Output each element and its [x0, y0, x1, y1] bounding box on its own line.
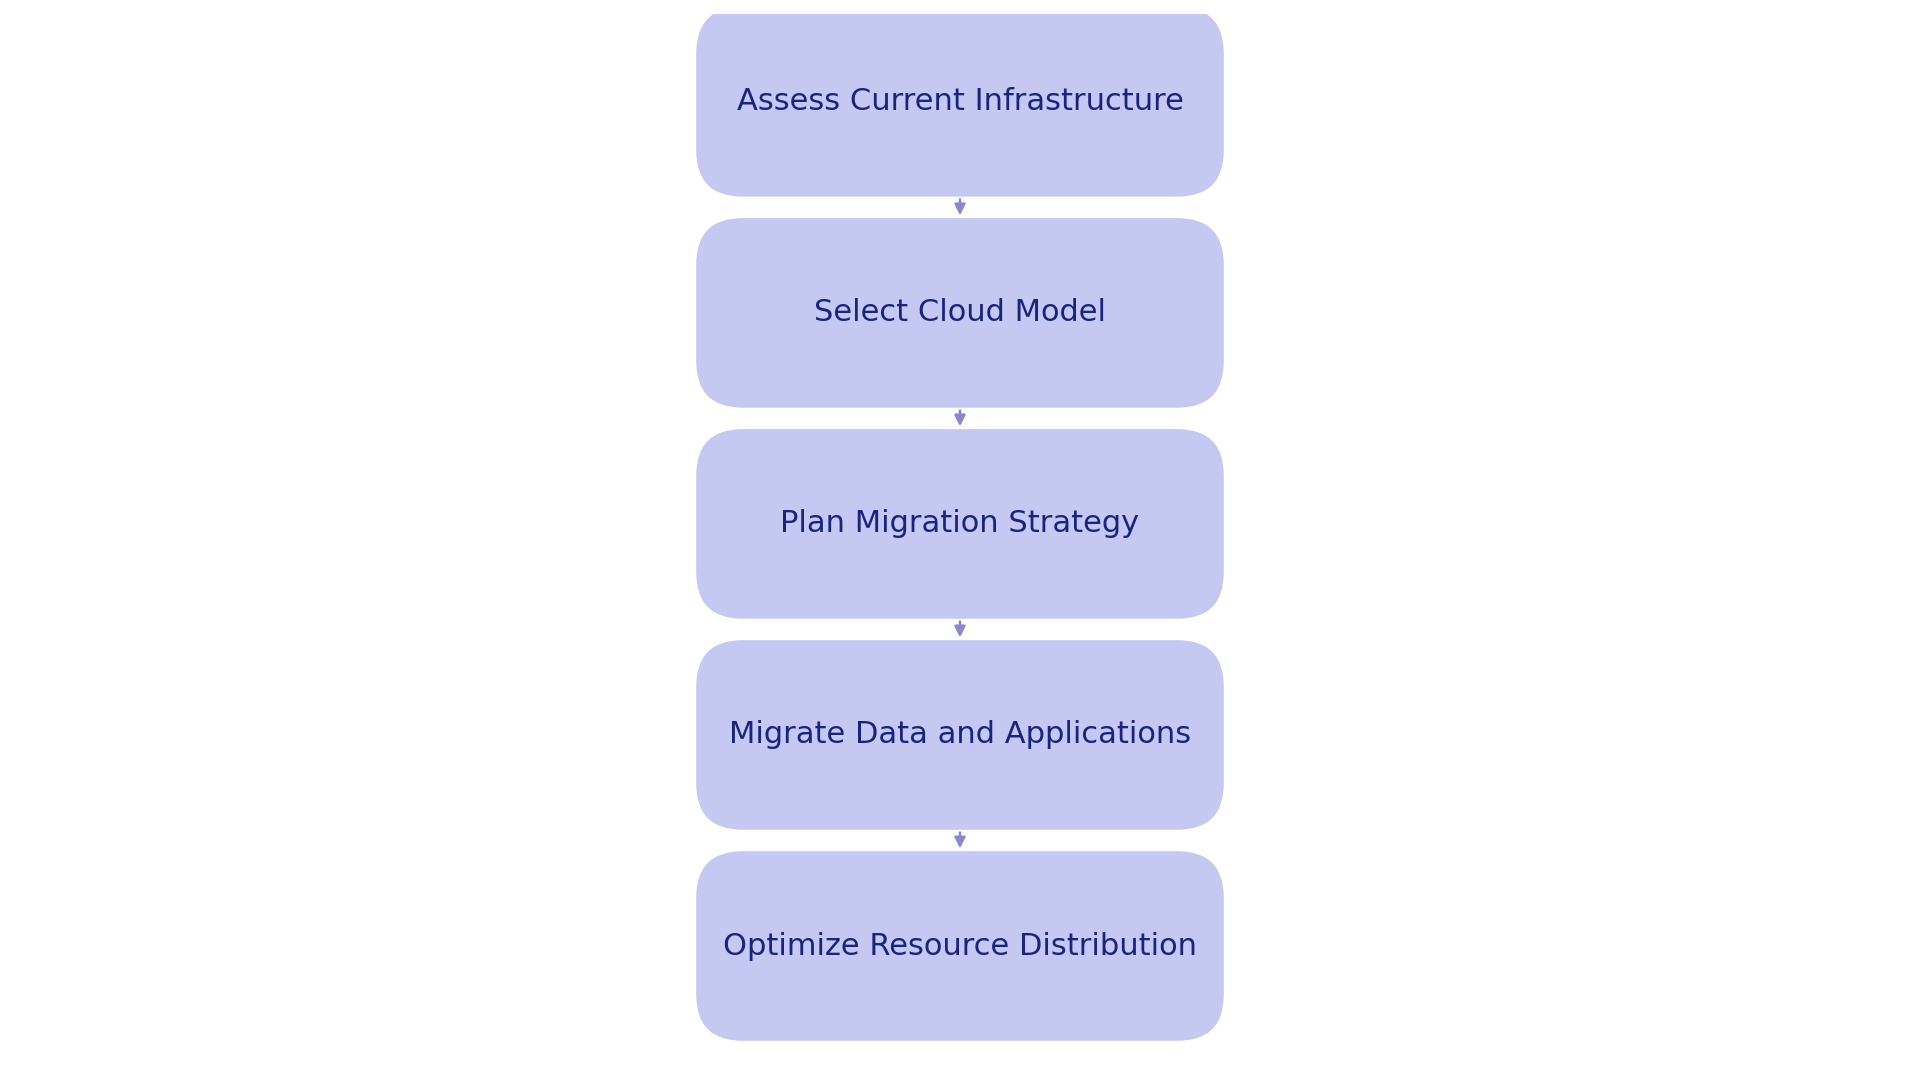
Text: Plan Migration Strategy: Plan Migration Strategy [780, 509, 1140, 538]
FancyBboxPatch shape [697, 6, 1223, 197]
Text: Migrate Data and Applications: Migrate Data and Applications [730, 720, 1190, 749]
Text: Select Cloud Model: Select Cloud Model [814, 299, 1106, 327]
FancyBboxPatch shape [697, 640, 1223, 830]
FancyBboxPatch shape [697, 851, 1223, 1041]
FancyBboxPatch shape [697, 429, 1223, 618]
Text: Optimize Resource Distribution: Optimize Resource Distribution [724, 931, 1196, 961]
Text: Assess Current Infrastructure: Assess Current Infrastructure [737, 88, 1183, 116]
FancyBboxPatch shape [697, 218, 1223, 407]
